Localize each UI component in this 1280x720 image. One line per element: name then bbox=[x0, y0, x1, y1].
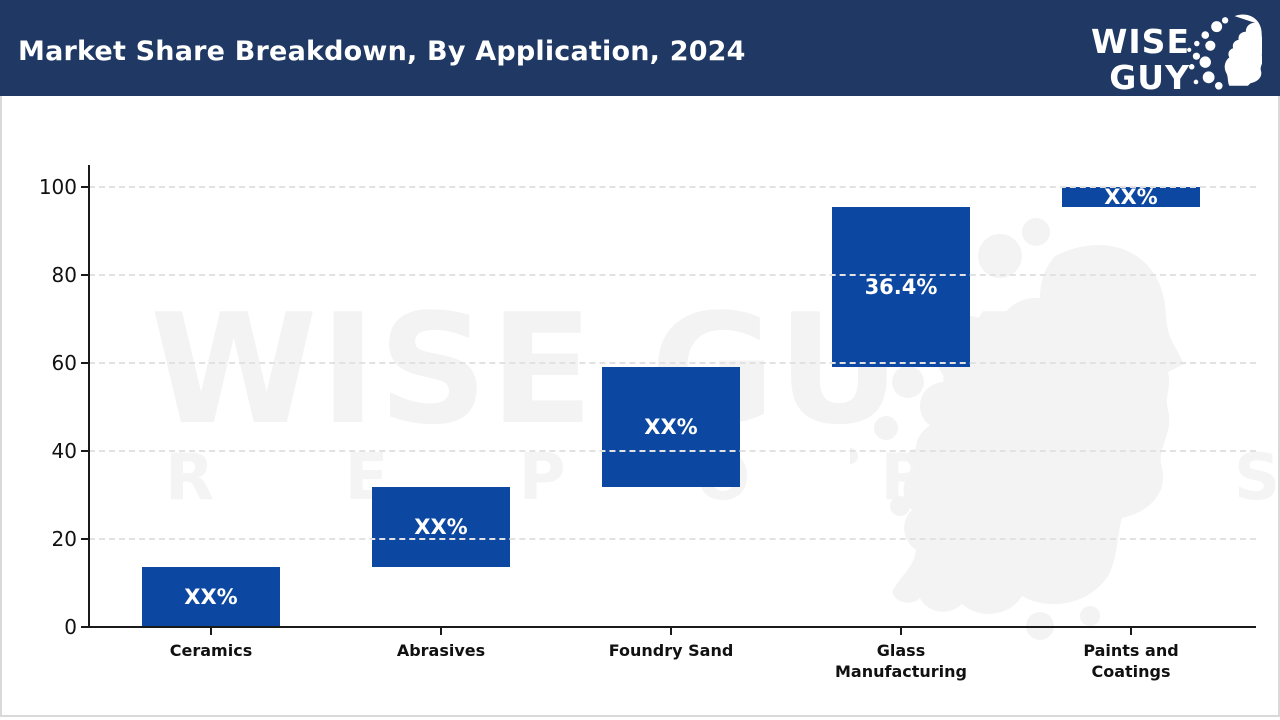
y-tick-label: 60 bbox=[51, 351, 77, 375]
bar-paints-and-coatings bbox=[1062, 187, 1200, 207]
bar-ceramics bbox=[142, 567, 280, 627]
category-label-foundry-sand: Foundry Sand bbox=[608, 641, 734, 660]
y-tick-label: 40 bbox=[51, 439, 77, 463]
logo-head-icon bbox=[1187, 14, 1262, 90]
y-tick bbox=[81, 538, 88, 540]
logo-wordmark: WISE GUY bbox=[1091, 22, 1190, 97]
y-tick-label: 100 bbox=[38, 175, 77, 199]
header-bar: Market Share Breakdown, By Application, … bbox=[0, 0, 1280, 127]
bar-value-label: XX% bbox=[1104, 184, 1158, 209]
gridline-100 bbox=[89, 186, 1256, 188]
category-label-ceramics: Ceramics bbox=[169, 641, 253, 660]
x-tick bbox=[1130, 628, 1132, 635]
bar-value-label: 36.4% bbox=[864, 274, 938, 299]
logo-subtext: R E P O R T S bbox=[1040, 97, 1190, 127]
page-title: Market Share Breakdown, By Application, … bbox=[18, 36, 746, 67]
category-label-glass-manufacturing: Glass Manufacturing bbox=[835, 641, 967, 681]
gridline-80 bbox=[89, 274, 1256, 276]
bar-abrasives bbox=[372, 487, 510, 568]
category-label-abrasives: Abrasives bbox=[396, 641, 486, 660]
y-tick bbox=[81, 274, 88, 276]
x-tick bbox=[670, 628, 672, 635]
bar-value-label: XX% bbox=[184, 585, 238, 610]
y-tick-label: 20 bbox=[51, 527, 77, 551]
y-tick bbox=[81, 450, 88, 452]
category-label-paints-and-coatings: Paints and Coatings bbox=[1083, 641, 1179, 681]
bar-value-label: XX% bbox=[414, 515, 468, 540]
y-tick bbox=[81, 186, 88, 188]
gridline-60 bbox=[89, 362, 1256, 364]
y-tick bbox=[81, 362, 88, 364]
x-tick bbox=[900, 628, 902, 635]
y-tick-label: 0 bbox=[64, 615, 77, 639]
bar-value-label: XX% bbox=[644, 415, 698, 440]
wise-guy-reports-logo: WISE GUY R E P O R T S bbox=[1032, 10, 1262, 127]
gridline-20 bbox=[89, 538, 1256, 540]
y-axis-line bbox=[88, 165, 90, 628]
x-axis-line bbox=[88, 626, 1256, 628]
x-tick bbox=[440, 628, 442, 635]
bar-foundry-sand bbox=[602, 366, 740, 488]
x-tick bbox=[210, 628, 212, 635]
gridline-40 bbox=[89, 450, 1256, 452]
y-tick-label: 80 bbox=[51, 263, 77, 287]
y-tick bbox=[81, 626, 88, 628]
